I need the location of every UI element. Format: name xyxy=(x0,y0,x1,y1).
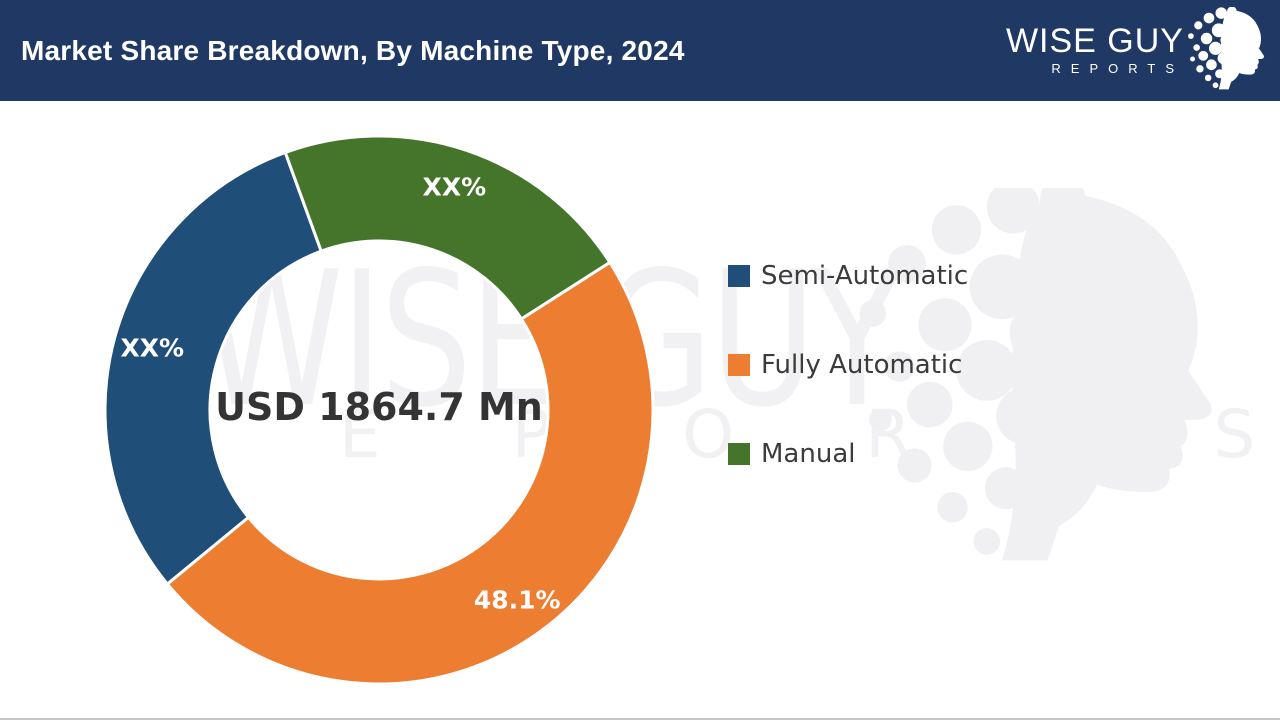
donut-center-value: USD 1864.7 Mn xyxy=(215,385,543,429)
legend-item-semi-automatic: Semi-Automatic xyxy=(728,262,968,290)
logo-text: WISE GUY REPORTS xyxy=(1006,24,1184,77)
chart-legend: Semi-Automatic Fully Automatic Manual xyxy=(728,262,968,529)
wedge-label-semi-automatic: XX% xyxy=(120,333,185,363)
legend-label-semi-automatic: Semi-Automatic xyxy=(761,261,969,291)
wise-guy-logo: WISE GUY REPORTS xyxy=(1006,7,1268,93)
logo-reports-text: REPORTS xyxy=(1051,60,1184,76)
wedge-fully-automatic xyxy=(165,260,655,686)
legend-label-fully-automatic: Fully Automatic xyxy=(761,350,963,380)
bottom-edge-line xyxy=(0,718,1280,720)
logo-name-text: WISE GUY xyxy=(1005,21,1184,60)
wedge-semi-automatic xyxy=(103,150,324,587)
header: Market Share Breakdown, By Machine Type,… xyxy=(0,0,1280,101)
legend-swatch-fully-automatic xyxy=(728,354,750,376)
wedge-label-manual: XX% xyxy=(422,172,487,202)
legend-swatch-semi-automatic xyxy=(728,265,750,287)
legend-swatch-manual xyxy=(728,443,750,465)
page-title: Market Share Breakdown, By Machine Type,… xyxy=(21,34,685,66)
wedge-label-fully-automatic: 48.1% xyxy=(473,585,561,615)
legend-item-manual: Manual xyxy=(728,440,968,468)
legend-label-manual: Manual xyxy=(761,439,856,469)
wedge-manual xyxy=(283,134,612,322)
legend-item-fully-automatic: Fully Automatic xyxy=(728,351,968,379)
